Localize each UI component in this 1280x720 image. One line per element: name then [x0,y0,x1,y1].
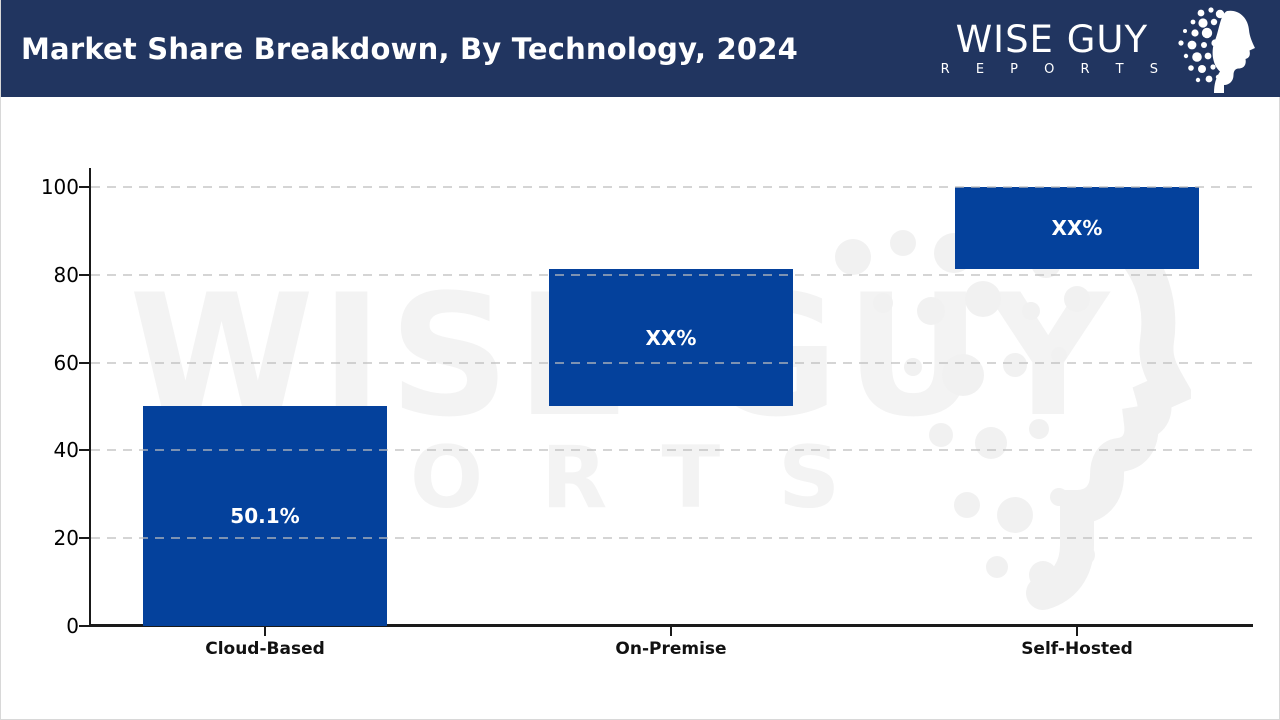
x-category-label: Self-Hosted [1021,639,1133,659]
bar-value-label: 50.1% [230,504,300,529]
y-tick-mark [79,361,89,364]
y-tick-mark [79,273,89,276]
x-tick-mark [264,627,266,636]
x-category-label: On-Premise [615,639,727,659]
y-tick-label: 100 [40,175,79,199]
x-category-label: Cloud-Based [205,639,325,659]
x-tick-mark [670,627,672,636]
gridline-100 [91,186,1253,188]
wise-guy-reports-logo: WISE GUY R E P O R T S [935,5,1257,93]
y-tick-label: 60 [53,350,79,375]
page-title: Market Share Breakdown, By Technology, 2… [21,31,799,66]
logo-wordmark-line1: WISE GUY [955,18,1149,61]
bar-value-label: XX% [645,325,697,350]
logo-wordmark: WISE GUY R E P O R T S [935,21,1169,76]
bar-cloud-based [143,406,387,626]
dotted-face-profile-icon [1178,6,1255,93]
bar-self-hosted [955,187,1199,270]
y-tick-label: 0 [66,614,79,638]
gridline-60 [91,361,1253,364]
gridline-40 [91,449,1253,452]
bar-value-label: XX% [1051,216,1103,241]
logo-wordmark-line2: R E P O R T S [940,62,1169,77]
y-tick-label: 40 [53,438,79,463]
y-tick-mark [79,449,89,452]
y-axis-line [89,168,91,627]
y-tick-mark [79,537,89,540]
x-axis-line [89,624,1253,627]
gridline-80 [91,273,1253,276]
y-tick-mark [79,186,89,188]
bar-on-premise [549,269,793,407]
bar-chart: 0 20 40 60 80 100 50.1% XX% XX% Cloud-Based On-P… [1,97,1280,720]
y-tick-label: 20 [53,526,79,551]
header-bar: Market Share Breakdown, By Technology, 2… [1,0,1280,97]
x-tick-mark [1076,627,1078,636]
gridline-20 [91,537,1253,540]
y-tick-mark [79,625,89,627]
y-tick-label: 80 [53,262,79,287]
